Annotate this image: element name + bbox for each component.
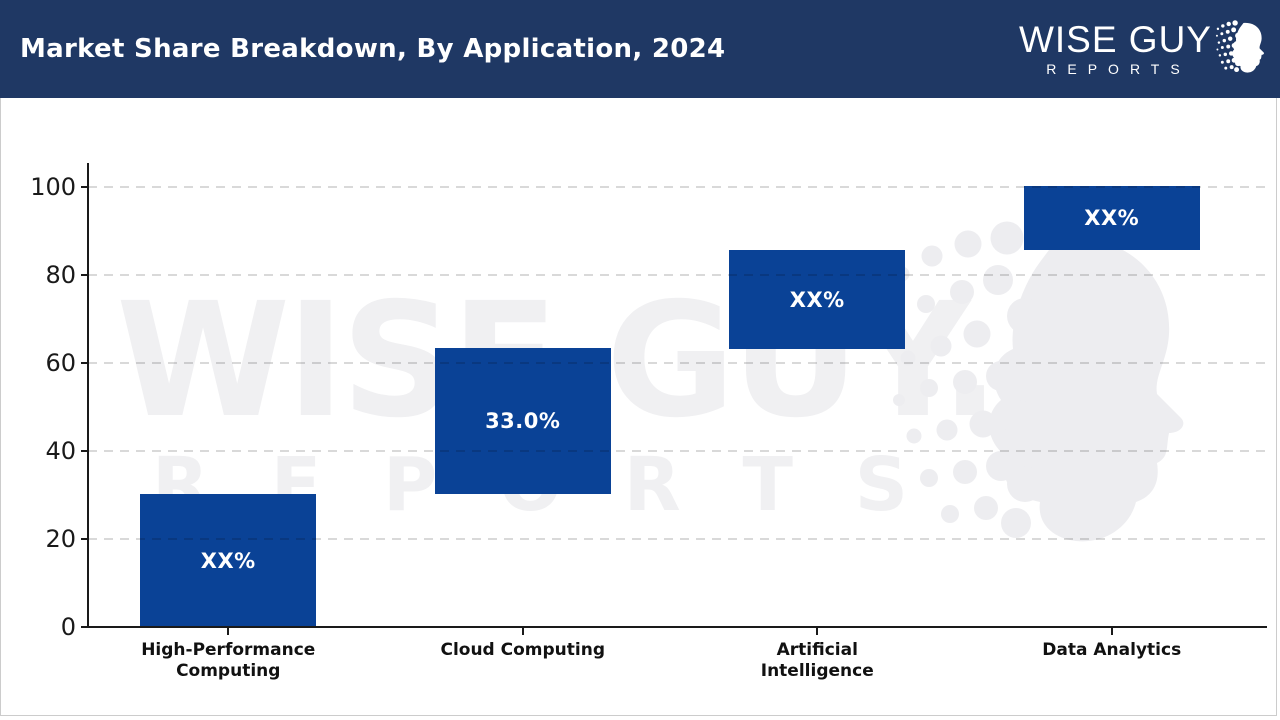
x-axis-tick-mark xyxy=(227,628,230,635)
bar-value-label: XX% xyxy=(200,548,256,573)
y-axis-tick-mark xyxy=(81,538,88,541)
bar-value-label: 33.0% xyxy=(485,409,561,434)
chart-frame-border xyxy=(0,98,1277,716)
category-label-high-performance-computing: High-Performance Computing xyxy=(78,640,378,682)
category-label-cloud-computing: Cloud Computing xyxy=(373,640,673,661)
wise-guy-reports-logo: WISE GUY REPORTS xyxy=(1019,8,1268,88)
logo-text: WISE GUY REPORTS xyxy=(1019,21,1212,76)
gridline-y-40 xyxy=(88,450,1266,453)
category-label-line: Cloud Computing xyxy=(440,640,606,660)
x-axis-tick-mark xyxy=(521,628,524,635)
category-label-line: Intelligence xyxy=(760,661,874,681)
gridline-y-80 xyxy=(88,274,1266,277)
page-title: Market Share Breakdown, By Application, … xyxy=(20,34,726,64)
bar-artificial-intelligence: XX% xyxy=(729,250,906,350)
y-axis-tick-mark xyxy=(81,274,88,277)
y-axis-tick-mark xyxy=(81,450,88,453)
category-label-line: Computing xyxy=(176,661,281,681)
gridline-y-60 xyxy=(88,362,1266,365)
y-axis-tick-label: 60 xyxy=(45,349,76,378)
y-axis-tick-label: 0 xyxy=(60,613,76,641)
y-axis-tick-label: 100 xyxy=(30,173,76,202)
gridline-y-100 xyxy=(88,186,1266,189)
watermark-letter: S xyxy=(854,442,908,528)
category-label-data-analytics: Data Analytics xyxy=(962,640,1262,661)
y-axis-tick-label: 20 xyxy=(45,525,76,554)
x-axis-tick-mark xyxy=(816,628,819,635)
bar-high-performance-computing: XX% xyxy=(140,494,317,627)
bar-cloud-computing: 33.0% xyxy=(434,348,611,495)
bar-value-label: XX% xyxy=(789,287,845,312)
logo-reports-label: REPORTS xyxy=(1046,60,1191,77)
y-axis-tick-mark xyxy=(81,362,88,365)
y-axis-line xyxy=(87,163,89,628)
category-label-line: Data Analytics xyxy=(1042,640,1182,660)
bar-data-analytics: XX% xyxy=(1023,186,1200,251)
y-axis-tick-label: 80 xyxy=(45,261,76,290)
watermark-letter: T xyxy=(742,442,793,528)
watermark-letter: P xyxy=(383,442,438,528)
dotted-head-profile-icon xyxy=(1214,8,1268,88)
y-axis-tick-mark xyxy=(81,186,88,189)
category-label-line: Artificial xyxy=(776,640,858,660)
category-label-line: High-Performance xyxy=(141,640,316,660)
gridline-y-20 xyxy=(88,538,1266,541)
logo-wise-guy-label: WISE GUY xyxy=(1018,18,1212,60)
category-label-artificial-intelligence: Artificial Intelligence xyxy=(667,640,967,682)
bar-value-label: XX% xyxy=(1084,206,1140,231)
y-axis-tick-mark xyxy=(81,626,88,628)
header-bar: Market Share Breakdown, By Application, … xyxy=(0,0,1280,98)
y-axis-tick-label: 40 xyxy=(45,437,76,466)
watermark-letter: R xyxy=(623,442,681,528)
x-axis-line xyxy=(87,626,1267,628)
x-axis-tick-mark xyxy=(1110,628,1113,635)
